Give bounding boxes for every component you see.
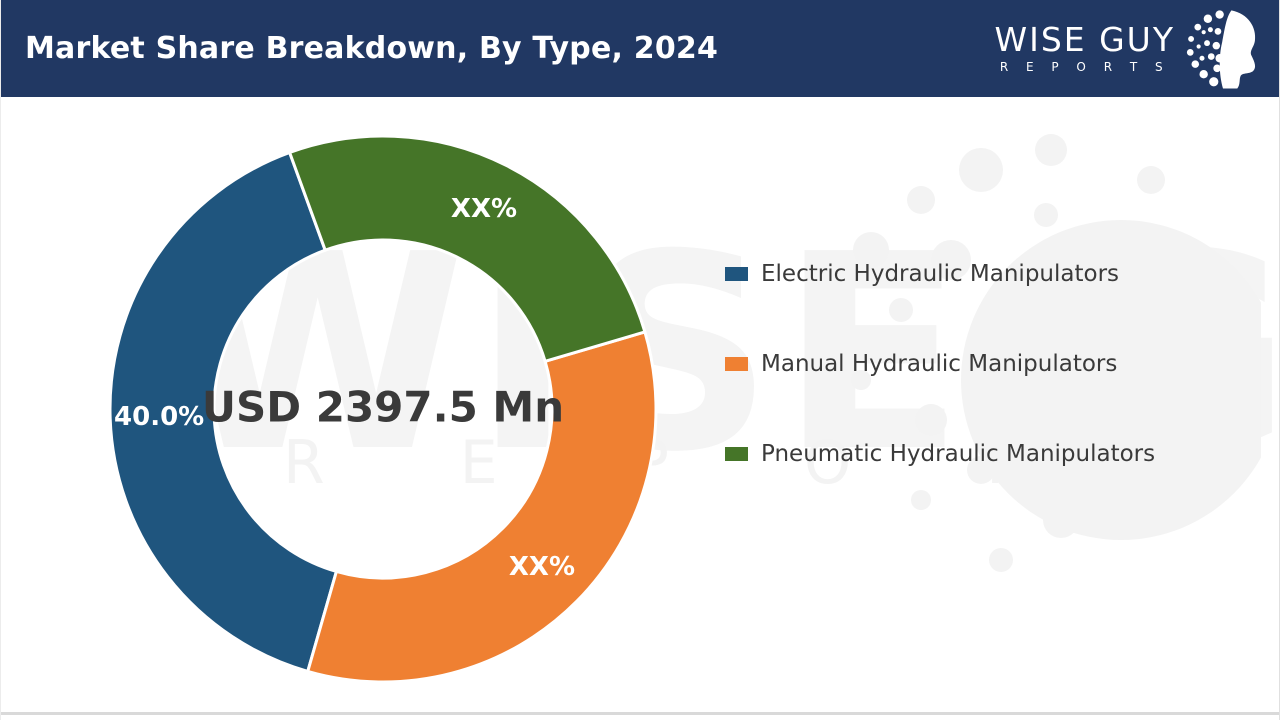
donut-segment-2 [306, 330, 658, 684]
segment-percent-label: XX% [451, 194, 517, 224]
segment-percent-label: 40.0% [114, 402, 204, 432]
legend-swatch-icon [725, 267, 748, 281]
logo-face-icon [1186, 9, 1256, 88]
wise-guy-logo: WISE GUY R E P O R T S [994, 0, 1265, 97]
legend-label: Manual Hydraulic Manipulators [761, 351, 1118, 377]
page-title: Market Share Breakdown, By Type, 2024 [25, 31, 719, 66]
donut-segment-1 [108, 150, 338, 673]
logo-wordmark: WISE GUY [994, 20, 1175, 59]
donut-segments [108, 134, 658, 684]
segment-percent-label: XX% [509, 552, 575, 582]
header: Market Share Breakdown, By Type, 2024 WI… [1, 0, 1279, 97]
legend-item: Electric Hydraulic Manipulators [725, 259, 1155, 289]
donut-center-label: USD 2397.5 Mn [202, 383, 564, 432]
donut-segment-3 [288, 134, 647, 363]
logo-reports-text: R E P O R T S [999, 60, 1170, 74]
donut-chart: 40.0% XX% XX% USD 2397.5 Mn [108, 134, 658, 684]
legend-swatch-icon [725, 447, 748, 461]
legend-item: Manual Hydraulic Manipulators [725, 349, 1155, 379]
footer-divider [1, 712, 1279, 715]
legend-label: Pneumatic Hydraulic Manipulators [761, 441, 1156, 467]
legend-label: Electric Hydraulic Manipulators [761, 261, 1120, 287]
legend-swatch-icon [725, 357, 748, 371]
legend-item: Pneumatic Hydraulic Manipulators [725, 439, 1155, 469]
logo-text: WISE GUY R E P O R T S [994, 20, 1175, 75]
donut-segment-labels: 40.0% XX% XX% [114, 194, 575, 582]
legend: Electric Hydraulic Manipulators Manual Hy… [725, 259, 1155, 529]
